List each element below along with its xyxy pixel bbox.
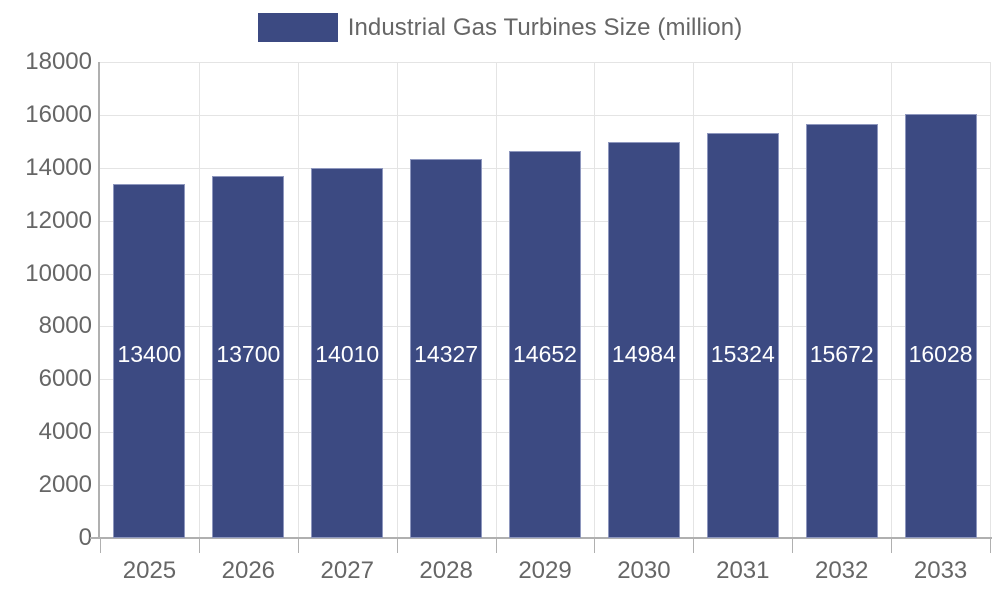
bar-group: 14327 <box>397 62 496 538</box>
x-axis-tick-label: 2029 <box>518 557 572 584</box>
x-axis-tick-labels: 2025 2026 2027 2028 2029 2030 2031 2032 2033 <box>100 539 990 600</box>
x-axis-tick-label: 2025 <box>122 557 177 584</box>
gridline-vertical <box>594 62 595 538</box>
chart-legend: Industrial Gas Turbines Size (million) <box>0 0 1000 55</box>
bar-group: 15672 <box>792 62 891 538</box>
x-axis-tick-mark <box>792 539 794 553</box>
bar-value-label: 15324 <box>710 341 775 367</box>
x-axis-tick-mark <box>198 539 200 553</box>
gridline-vertical <box>496 62 497 538</box>
x-axis-tick-label: 2032 <box>814 557 869 584</box>
x-axis-category: 2031 <box>693 539 792 600</box>
x-axis-category: 2033 <box>891 539 990 600</box>
bar-group: 16028 <box>891 62 990 538</box>
y-axis-tick-label: 10000 <box>25 259 92 287</box>
x-axis-tick-mark <box>100 539 101 553</box>
x-axis-category: 2026 <box>198 539 298 600</box>
bar-value-label: 16028 <box>908 341 973 367</box>
bar[interactable] <box>311 167 384 538</box>
bar-group: 14010 <box>298 62 397 538</box>
y-axis-tick-labels: 0 2000 4000 6000 8000 10000 12000 14000 16000 180… <box>0 0 92 600</box>
gridline-vertical <box>199 62 200 538</box>
x-axis-tick-label: 2028 <box>419 557 473 584</box>
x-axis-tick-mark <box>891 539 893 553</box>
x-axis-tick-mark <box>396 539 398 553</box>
bar[interactable] <box>805 123 878 538</box>
bar-group: 14984 <box>594 62 693 538</box>
x-axis-tick-mark-end <box>990 539 991 553</box>
x-axis-tick-label: 2026 <box>221 557 276 584</box>
x-axis-category: 2028 <box>396 539 496 600</box>
bar[interactable] <box>607 141 680 538</box>
y-axis-line <box>98 62 100 539</box>
y-axis-tick-label: 8000 <box>38 312 92 340</box>
bar-value-label: 14984 <box>611 341 676 367</box>
x-axis-tick-label: 2027 <box>320 557 374 584</box>
bar-value-label: 15672 <box>809 341 874 367</box>
bar-value-label: 13400 <box>117 341 182 367</box>
legend-item-industrial-gas-turbines-size[interactable]: Industrial Gas Turbines Size (million) <box>257 13 743 42</box>
y-axis-tick-label: 12000 <box>25 206 92 234</box>
x-axis-category: 2030 <box>594 539 693 600</box>
bar-value-label: 13700 <box>216 341 281 367</box>
x-axis-category: 2029 <box>495 539 595 600</box>
x-axis-line <box>90 537 992 539</box>
bar-group: 13700 <box>199 62 298 538</box>
gridline-vertical <box>990 62 991 538</box>
y-axis-tick-label: 0 <box>78 524 92 551</box>
bar[interactable] <box>706 132 779 538</box>
gridline-vertical <box>693 62 694 538</box>
bar-value-label: 14652 <box>513 341 577 367</box>
x-axis-category: 2027 <box>297 539 397 600</box>
x-axis-category: 2032 <box>792 539 891 600</box>
bar[interactable] <box>113 183 186 538</box>
y-axis-tick-label: 2000 <box>38 471 92 499</box>
bar[interactable] <box>410 159 483 538</box>
y-axis-tick-label: 14000 <box>25 153 92 181</box>
bar-group: 13400 <box>100 62 199 538</box>
x-axis-tick-mark <box>297 539 299 553</box>
gridline-vertical <box>891 62 892 538</box>
y-axis-tick-label: 18000 <box>25 48 92 75</box>
bar-group: 14652 <box>496 62 595 538</box>
y-axis-tick-label: 16000 <box>25 100 92 128</box>
gridline-horizontal <box>100 114 990 116</box>
bar[interactable] <box>904 114 977 538</box>
bar-value-label: 14327 <box>414 341 479 367</box>
x-axis-tick-label: 2033 <box>913 557 968 584</box>
legend-color-swatch <box>257 13 338 42</box>
legend-item-label: Industrial Gas Turbines Size (million) <box>347 13 743 41</box>
bar-group: 15324 <box>693 62 792 538</box>
bar[interactable] <box>509 150 581 538</box>
x-axis-tick-mark <box>495 539 497 553</box>
gridline-vertical <box>792 62 793 538</box>
bar-value-label: 14010 <box>315 341 380 367</box>
x-axis-tick-mark <box>693 539 695 553</box>
x-axis-category: 2025 <box>100 539 199 600</box>
bar-series-industrial-gas-turbines-size: 13400 13700 14010 14327 14652 14984 15324 15672… <box>100 62 990 538</box>
x-axis-tick-label: 2031 <box>716 557 770 584</box>
y-axis-tick-label: 6000 <box>38 365 92 393</box>
x-axis-tick-label: 2030 <box>617 557 671 584</box>
bar[interactable] <box>212 175 285 538</box>
y-axis-tick-label: 4000 <box>38 418 92 446</box>
gridline-vertical <box>298 62 299 538</box>
gridline-horizontal <box>100 62 990 63</box>
x-axis-tick-mark <box>594 539 596 553</box>
gridline-vertical <box>397 62 398 538</box>
